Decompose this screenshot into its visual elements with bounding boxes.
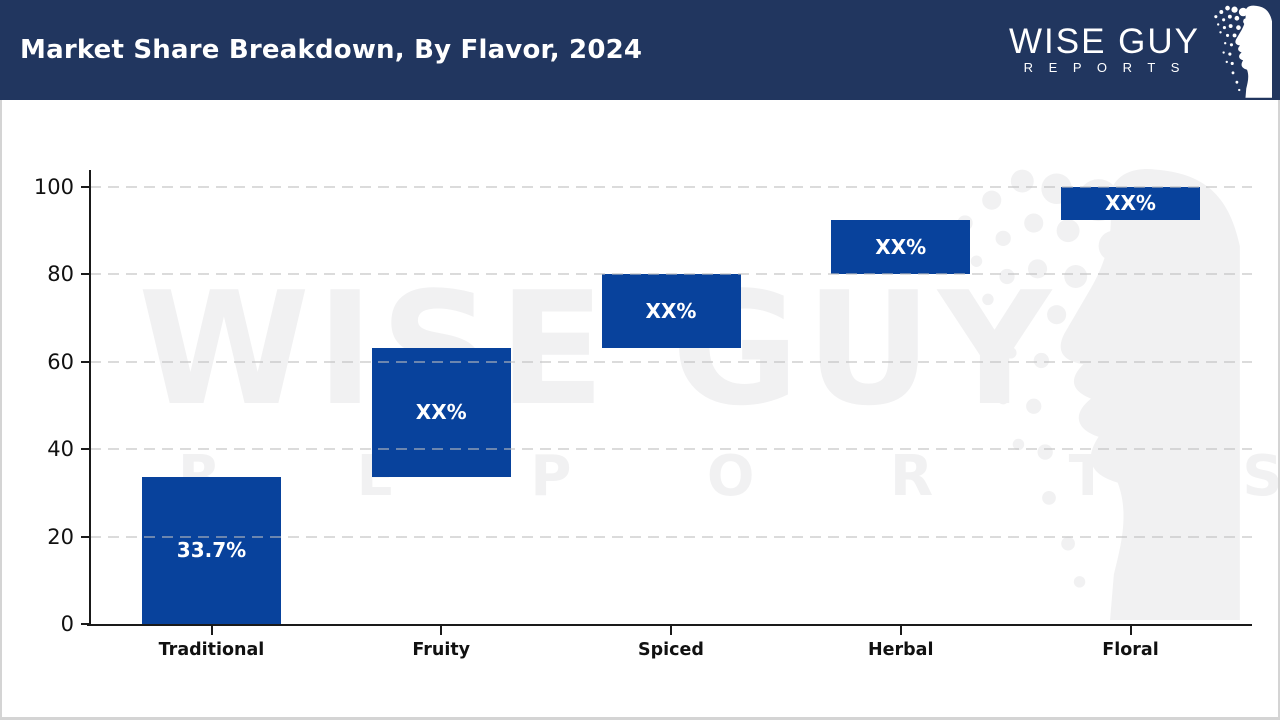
y-tick-label-0: 0 xyxy=(60,612,74,636)
y-tick-20 xyxy=(81,535,90,538)
page-border-right xyxy=(1278,100,1280,720)
y-tick-label-20: 20 xyxy=(47,524,74,549)
y-tick-80 xyxy=(81,273,90,275)
page-title: Market Share Breakdown, By Flavor, 2024 xyxy=(20,35,643,65)
y-tick-60 xyxy=(81,360,90,363)
gridline-80 xyxy=(90,273,1252,275)
y-tick-label-40: 40 xyxy=(47,437,74,461)
bar-value-label-spiced: XX% xyxy=(645,299,697,324)
bar-fruity: XX% xyxy=(371,348,511,477)
brand-face-icon xyxy=(1194,4,1272,98)
y-tick-label-80: 80 xyxy=(47,262,74,286)
bar-herbal: XX% xyxy=(831,220,971,274)
x-category-label-floral: Floral xyxy=(1102,640,1159,660)
brand-wordmark: WISE GUY R E P O R T S xyxy=(1009,24,1200,76)
bar-value-label-fruity: XX% xyxy=(415,400,467,425)
y-tick-label-100: 100 xyxy=(33,174,74,199)
x-tick-herbal xyxy=(899,626,902,635)
page-border-left xyxy=(0,100,2,720)
x-tick-fruity xyxy=(440,626,443,635)
bar-traditional: 33.7% xyxy=(142,476,281,624)
brand-subtitle: R E P O R T S xyxy=(1023,60,1186,75)
bar-floral: XX% xyxy=(1061,186,1200,221)
gridline-100 xyxy=(90,185,1252,188)
y-tick-0 xyxy=(81,623,90,625)
y-axis xyxy=(89,170,91,626)
y-tick-40 xyxy=(81,448,90,450)
y-tick-100 xyxy=(81,185,90,188)
gridline-20 xyxy=(90,535,1252,538)
x-axis xyxy=(87,624,1252,626)
gridline-60 xyxy=(90,360,1252,363)
x-tick-spiced xyxy=(670,626,672,635)
x-category-label-fruity: Fruity xyxy=(412,640,471,660)
bar-value-label-traditional: 33.7% xyxy=(176,538,247,563)
x-category-label-spiced: Spiced xyxy=(638,640,704,660)
x-category-label-traditional: Traditional xyxy=(158,640,265,660)
brand-name: WISE GUY xyxy=(1008,22,1200,61)
waterfall-chart: 0 20 40 60 80 100 33.7% Traditional XX% Fruity XX%… xyxy=(0,100,1280,720)
bar-value-label-herbal: XX% xyxy=(875,235,927,260)
watermark-wordmark: WISE GUY xyxy=(138,258,1058,440)
bar-spiced: XX% xyxy=(601,274,741,349)
x-tick-traditional xyxy=(210,626,213,635)
header-bar: Market Share Breakdown, By Flavor, 2024 … xyxy=(0,0,1280,100)
bar-value-label-floral: XX% xyxy=(1105,191,1156,216)
brand-logo: WISE GUY R E P O R T S xyxy=(1009,2,1272,98)
y-tick-label-60: 60 xyxy=(47,349,74,374)
x-category-label-herbal: Herbal xyxy=(868,640,934,660)
x-tick-floral xyxy=(1129,626,1132,635)
page-border-bottom xyxy=(0,717,1280,720)
gridline-40 xyxy=(90,448,1252,450)
